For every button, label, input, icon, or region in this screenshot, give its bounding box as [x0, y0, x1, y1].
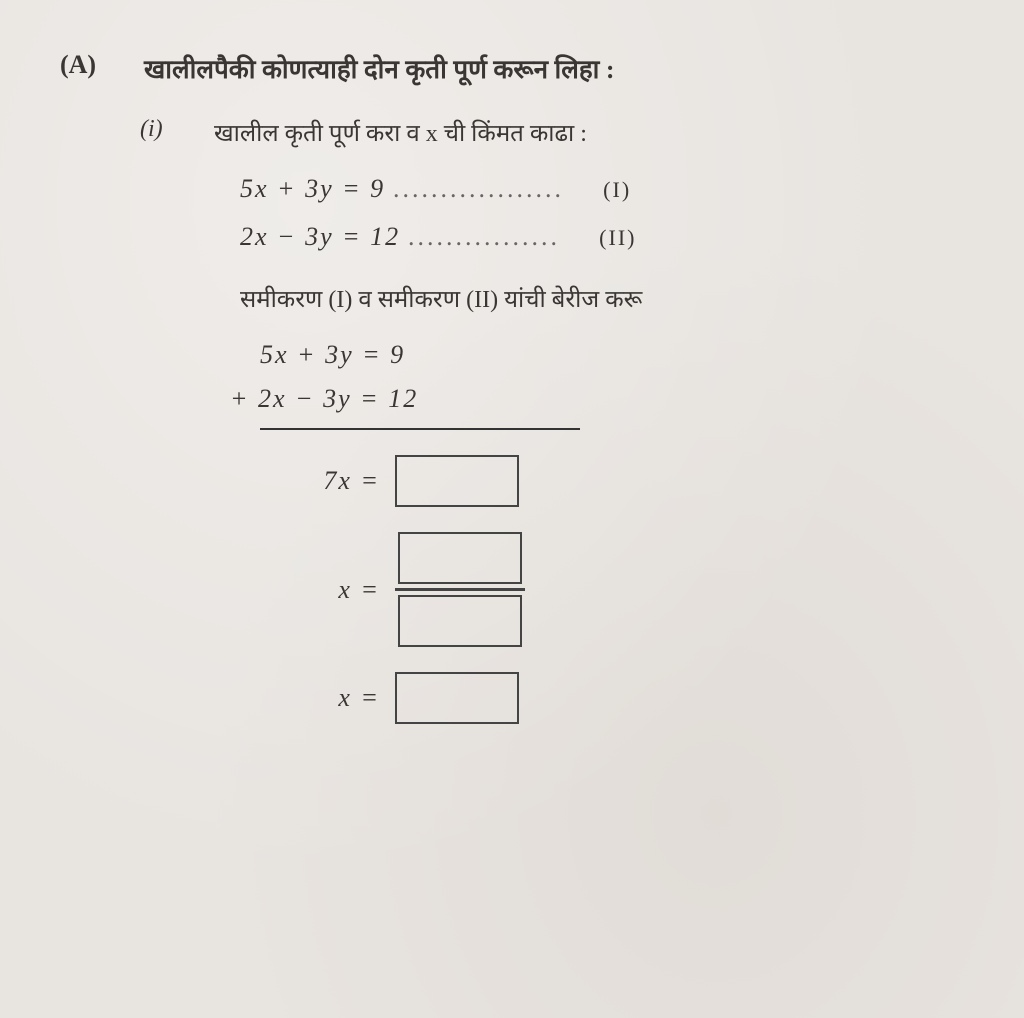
- equation-2-label: (II): [599, 225, 636, 250]
- instruction-text: समीकरण (I) व समीकरण (II) यांची बेरीज करू: [240, 282, 964, 315]
- equation-1: 5x + 3y = 9: [240, 174, 385, 203]
- subquestion-label: (i): [140, 116, 210, 143]
- addition-line-2: + 2x − 3y = 12: [230, 384, 964, 414]
- question-label: (A): [60, 50, 140, 80]
- addition-line-1: 5x + 3y = 9: [260, 340, 964, 370]
- equation-2: 2x − 3y = 12: [240, 222, 400, 251]
- equation-1-label: (I): [603, 177, 631, 202]
- answer-box-numerator[interactable]: [398, 532, 522, 584]
- fraction-box: [395, 532, 525, 647]
- equation-1-dots: ..................: [394, 174, 565, 203]
- addition-rule: [260, 428, 580, 430]
- question-heading: खालीलपैकी कोणत्याही दोन कृती पूर्ण करून …: [144, 50, 615, 86]
- answer-box-1[interactable]: [395, 455, 519, 507]
- result-x-label: x =: [260, 683, 395, 713]
- subquestion-text: खालील कृती पूर्ण करा व x ची किंमत काढा :: [214, 116, 587, 149]
- result-x-frac-label: x =: [260, 575, 395, 605]
- result-7x-label: 7x =: [260, 466, 395, 496]
- equation-2-dots: ................: [409, 222, 561, 251]
- answer-box-denominator[interactable]: [398, 595, 522, 647]
- equation-block: 5x + 3y = 9 .................. (I) 2x − …: [240, 174, 964, 252]
- fraction-line: [395, 588, 525, 591]
- addition-block: 5x + 3y = 9 + 2x − 3y = 12 7x = x = x =: [260, 340, 964, 724]
- answer-box-final[interactable]: [395, 672, 519, 724]
